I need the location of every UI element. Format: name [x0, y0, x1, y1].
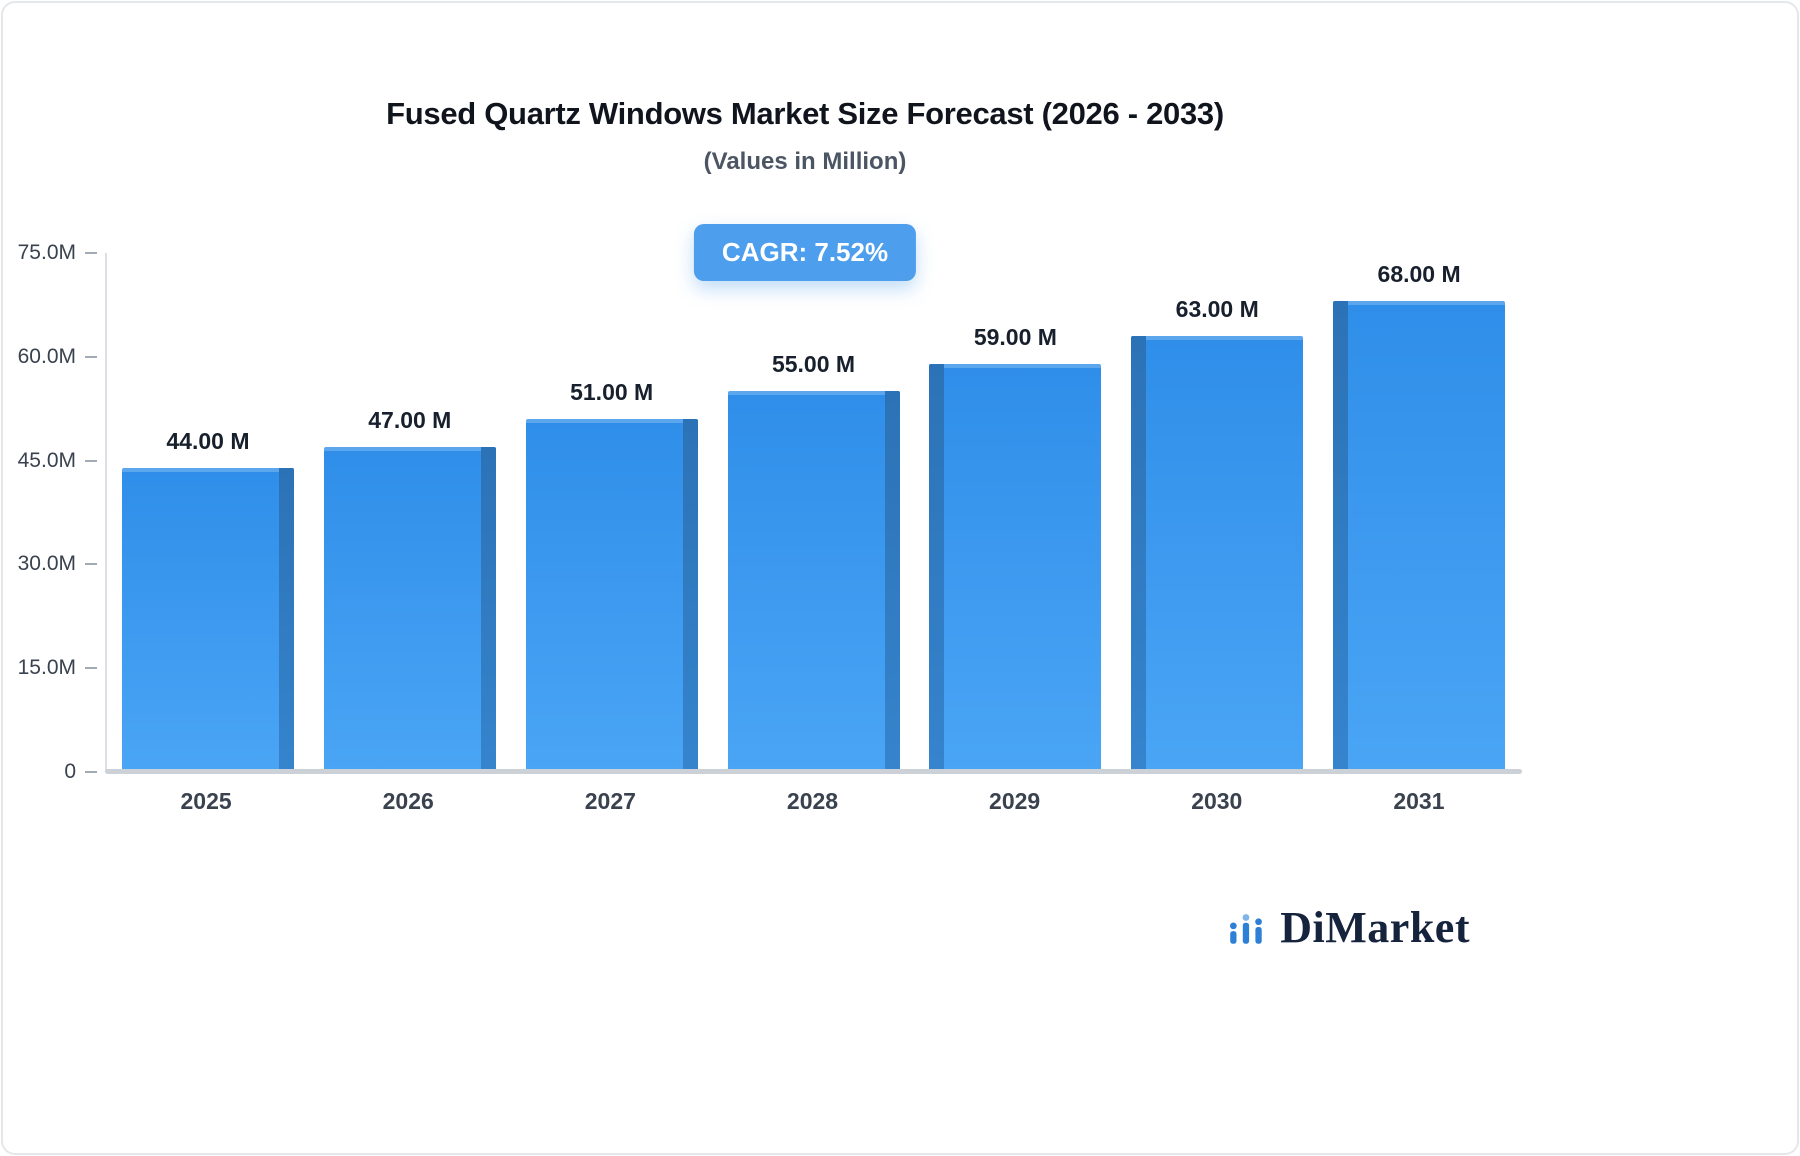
bar-group-2031: 68.00 M	[1318, 253, 1520, 772]
y-axis-tick-mark	[85, 252, 97, 254]
y-axis-tick-mark	[85, 459, 97, 462]
bar-2026	[323, 446, 496, 773]
dimarket-icon	[1226, 907, 1268, 949]
chart-subtitle: (Values in Million)	[703, 148, 907, 175]
x-axis-baseline	[105, 769, 1522, 774]
plot-area: 0 15.0M 30.0M 45.0M 60.0M 75.0M 44.00 M 47.00 …	[18, 241, 1520, 783]
bar-value-label-2027: 51.00 M	[570, 379, 654, 406]
y-axis-tick-label: 0	[64, 760, 76, 783]
x-axis-label-2031: 2031	[1393, 788, 1445, 814]
y-axis-tick-mark	[85, 771, 97, 773]
bar-2029	[929, 363, 1102, 773]
x-axis-label-2026: 2026	[382, 788, 434, 814]
y-axis-tick: 75.0M	[18, 241, 97, 265]
brand-logo: DiMarket	[1226, 902, 1470, 953]
bar-group-2029: 59.00 M	[914, 253, 1116, 773]
bar-value-label-2031: 68.00 M	[1377, 261, 1461, 288]
brand-name: DiMarket	[1280, 903, 1470, 952]
bar-group-2026: 47.00 M	[309, 253, 511, 773]
y-axis-tick-label: 60.0M	[17, 344, 76, 368]
bar-2028	[727, 391, 900, 772]
bar-group-2025: 44.00 M	[107, 253, 309, 773]
y-axis-tick-label: 15.0M	[17, 656, 76, 680]
y-axis-tick-label: 45.0M	[17, 448, 76, 472]
x-axis-label-2027: 2027	[584, 788, 636, 814]
x-axis-label-2028: 2028	[786, 788, 839, 814]
x-axis-label-2025: 2025	[180, 788, 232, 814]
x-axis-labels: 2025 2026 2027 2028 2029 2030 2031	[105, 788, 1520, 815]
bar-2030	[1131, 336, 1304, 772]
bar-value-label-2028: 55.00 M	[771, 351, 856, 378]
y-axis-tick: 0	[18, 760, 97, 784]
x-axis-label-2030: 2030	[1191, 788, 1243, 814]
y-axis-tick-mark	[85, 667, 97, 670]
y-axis-tick: 15.0M	[18, 656, 97, 680]
y-axis-tick: 30.0M	[18, 552, 97, 576]
y-axis-tick-mark	[85, 355, 97, 358]
bar-2027	[525, 419, 698, 772]
chart-title: Fused Quartz Windows Market Size Forecas…	[386, 96, 1224, 131]
y-axis-tick-label: 75.0M	[17, 241, 76, 264]
x-axis-label-2029: 2029	[989, 788, 1041, 814]
chart-content: Fused Quartz Windows Market Size Forecas…	[18, 96, 1522, 815]
y-axis-tick-label: 30.0M	[17, 552, 76, 576]
y-axis-tick: 60.0M	[18, 345, 97, 369]
bar-2025	[121, 467, 294, 773]
bar-value-label-2025: 44.00 M	[166, 427, 250, 454]
bar-group-2027: 51.00 M	[511, 253, 713, 772]
bars-container: 44.00 M 47.00 M 51.00 M 55.00 M 59.00 M 63.00…	[107, 253, 1520, 773]
y-axis-tick-mark	[85, 563, 97, 566]
bar-value-label-2026: 47.00 M	[368, 406, 452, 433]
bar-group-2028: 55.00 M	[713, 253, 915, 772]
bar-2031	[1333, 301, 1506, 772]
bar-group-2030: 63.00 M	[1116, 253, 1318, 772]
bar-value-label-2030: 63.00 M	[1175, 296, 1259, 323]
cagr-badge: CAGR: 7.52%	[693, 224, 917, 281]
bar-value-label-2029: 59.00 M	[973, 323, 1057, 350]
y-axis-tick: 45.0M	[18, 449, 97, 473]
